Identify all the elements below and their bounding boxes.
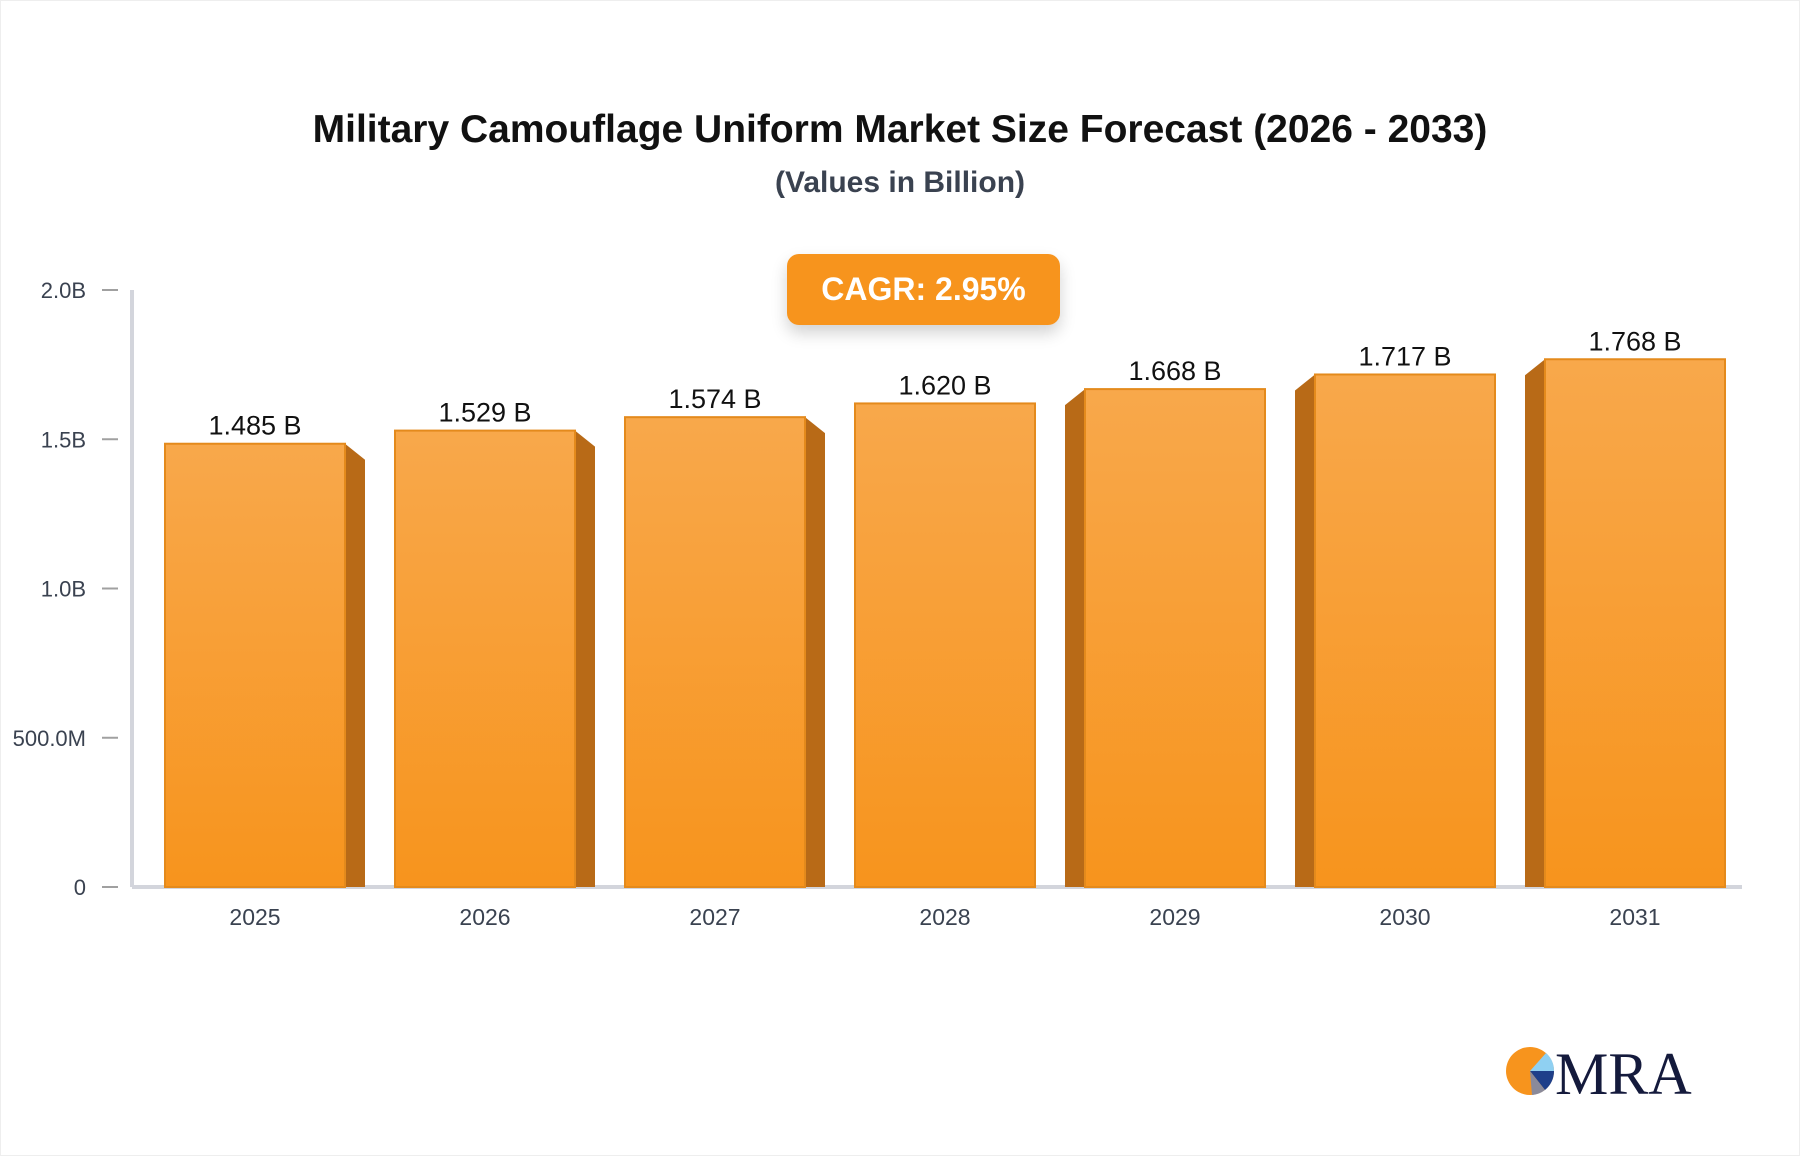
- y-tick-label: 500.0M: [13, 726, 86, 751]
- data-label: 1.668 B: [1128, 356, 1221, 386]
- y-tick-label: 1.0B: [41, 577, 86, 602]
- x-tick-label: 2027: [689, 904, 740, 930]
- x-tick-label: 2029: [1149, 904, 1200, 930]
- cagr-badge: CAGR: 2.95%: [787, 254, 1060, 325]
- x-tick-label: 2031: [1609, 904, 1660, 930]
- bar: [1314, 373, 1496, 888]
- y-tick-label: 0: [74, 875, 86, 900]
- data-label: 1.485 B: [208, 411, 301, 441]
- bar-2026: 1.529 B 2026: [394, 398, 595, 930]
- bar-2031: 1.768 B 2031: [1525, 326, 1726, 930]
- chart-subtitle: (Values in Billion): [774, 166, 1026, 199]
- bar-side: [1525, 359, 1545, 887]
- bar-side: [575, 430, 595, 887]
- data-label: 1.574 B: [668, 384, 761, 414]
- chart-title: Military Camouflage Uniform Market Size …: [312, 108, 1488, 151]
- data-label: 1.620 B: [898, 370, 991, 400]
- bar: [854, 402, 1036, 888]
- bar: [1544, 358, 1726, 888]
- bar: [394, 429, 576, 888]
- data-label: 1.717 B: [1358, 341, 1451, 371]
- data-label: 1.768 B: [1588, 326, 1681, 356]
- bar: [164, 442, 346, 888]
- bar-2028: 1.620 B 2028: [854, 370, 1036, 930]
- bar-side: [1065, 389, 1085, 887]
- y-tick-label: 2.0B: [41, 278, 86, 303]
- x-tick-label: 2025: [229, 904, 280, 930]
- bar-side: [805, 417, 825, 887]
- bar-side: [345, 443, 365, 887]
- x-tick-label: 2028: [919, 904, 970, 930]
- bar-2027: 1.574 B 2027: [624, 384, 825, 930]
- bar-2029: 1.668 B 2029: [1065, 356, 1266, 930]
- bar-2025: 1.485 B 2025: [164, 411, 365, 930]
- bar-side: [1295, 374, 1315, 888]
- bar: [624, 416, 806, 888]
- bar-2030: 1.717 B 2030: [1295, 341, 1496, 930]
- bar: [1084, 388, 1266, 888]
- mra-logo: MRA: [1506, 1041, 1692, 1100]
- y-tick-label: 1.5B: [41, 427, 86, 452]
- svg-text:MRA: MRA: [1555, 1041, 1692, 1100]
- data-label: 1.529 B: [438, 398, 531, 428]
- x-tick-label: 2026: [459, 904, 510, 930]
- x-tick-label: 2030: [1379, 904, 1430, 930]
